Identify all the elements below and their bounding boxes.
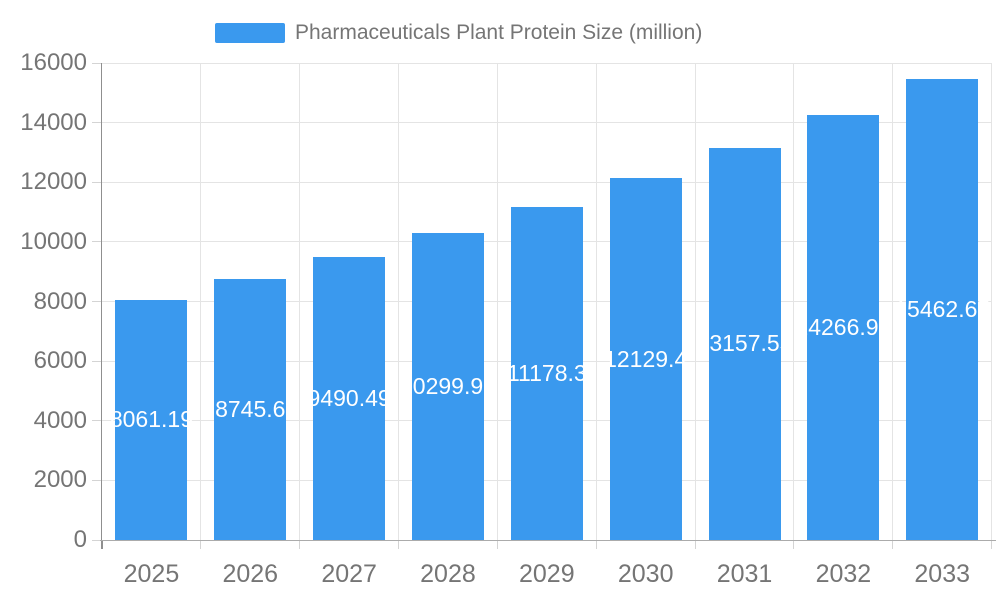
x-tick-label: 2028 bbox=[420, 560, 476, 588]
bar[interactable] bbox=[411, 232, 484, 540]
y-tick-label: 16000 bbox=[20, 49, 87, 76]
x-axis-tick bbox=[101, 541, 103, 549]
bar[interactable] bbox=[115, 299, 188, 540]
bar[interactable] bbox=[510, 206, 583, 540]
gridline-vertical bbox=[694, 63, 696, 540]
x-axis-tick bbox=[694, 541, 696, 549]
y-axis-tick bbox=[92, 420, 101, 422]
legend-item[interactable]: Pharmaceuticals Plant Protein Size (mill… bbox=[215, 21, 703, 44]
legend-swatch bbox=[215, 23, 285, 43]
x-axis-tick bbox=[496, 541, 498, 549]
x-tick-label: 2026 bbox=[222, 560, 279, 588]
y-tick-label: 6000 bbox=[33, 347, 87, 375]
y-axis-tick bbox=[92, 360, 101, 362]
gridline-vertical bbox=[793, 63, 795, 540]
gridline-horizontal bbox=[102, 122, 992, 124]
bar[interactable] bbox=[313, 257, 386, 540]
x-tick-label: 2032 bbox=[815, 560, 872, 588]
y-tick-label: 12000 bbox=[20, 168, 87, 196]
x-tick-label: 2031 bbox=[716, 560, 773, 588]
bar[interactable] bbox=[214, 279, 287, 540]
gridline-vertical bbox=[299, 63, 301, 540]
bar[interactable] bbox=[609, 178, 682, 540]
y-tick-label: 2000 bbox=[33, 466, 87, 494]
y-axis-tick bbox=[92, 479, 101, 481]
bar[interactable] bbox=[906, 79, 979, 540]
y-axis-tick bbox=[92, 62, 101, 64]
y-tick-label: 0 bbox=[73, 526, 87, 553]
x-axis-tick bbox=[793, 541, 795, 549]
x-tick-label: 2030 bbox=[617, 560, 674, 588]
bar[interactable] bbox=[708, 147, 781, 540]
x-tick-label: 2027 bbox=[321, 560, 377, 588]
y-axis-tick bbox=[92, 539, 101, 541]
x-tick-label: 2029 bbox=[519, 560, 575, 588]
gridline-vertical bbox=[200, 63, 202, 540]
y-tick-label: 14000 bbox=[20, 108, 87, 136]
x-axis-tick bbox=[299, 541, 301, 549]
gridline-vertical bbox=[595, 63, 597, 540]
gridline-vertical bbox=[892, 63, 894, 540]
gridline-horizontal bbox=[102, 181, 992, 183]
x-axis-tick bbox=[398, 541, 400, 549]
x-axis-tick bbox=[200, 541, 202, 549]
x-axis-tick bbox=[892, 541, 894, 549]
y-tick-label: 4000 bbox=[33, 406, 87, 434]
x-axis-tick bbox=[991, 541, 993, 549]
x-axis-tick bbox=[595, 541, 597, 549]
bar[interactable] bbox=[807, 114, 880, 540]
legend-label: Pharmaceuticals Plant Protein Size (mill… bbox=[295, 21, 703, 44]
y-axis-tick bbox=[92, 122, 101, 124]
x-tick-label: 2025 bbox=[123, 560, 180, 588]
gridline-vertical bbox=[496, 63, 498, 540]
gridline-vertical bbox=[991, 63, 993, 540]
x-axis-line bbox=[100, 539, 996, 541]
y-axis-line bbox=[100, 63, 102, 549]
x-tick-label: 2033 bbox=[914, 560, 971, 588]
gridline-horizontal bbox=[102, 62, 992, 64]
y-axis-tick bbox=[92, 181, 101, 183]
gridline-vertical bbox=[398, 63, 400, 540]
y-tick-label: 8000 bbox=[33, 287, 87, 315]
y-axis-tick bbox=[92, 241, 101, 243]
y-tick-label: 10000 bbox=[20, 227, 87, 255]
y-axis-tick bbox=[92, 301, 101, 302]
